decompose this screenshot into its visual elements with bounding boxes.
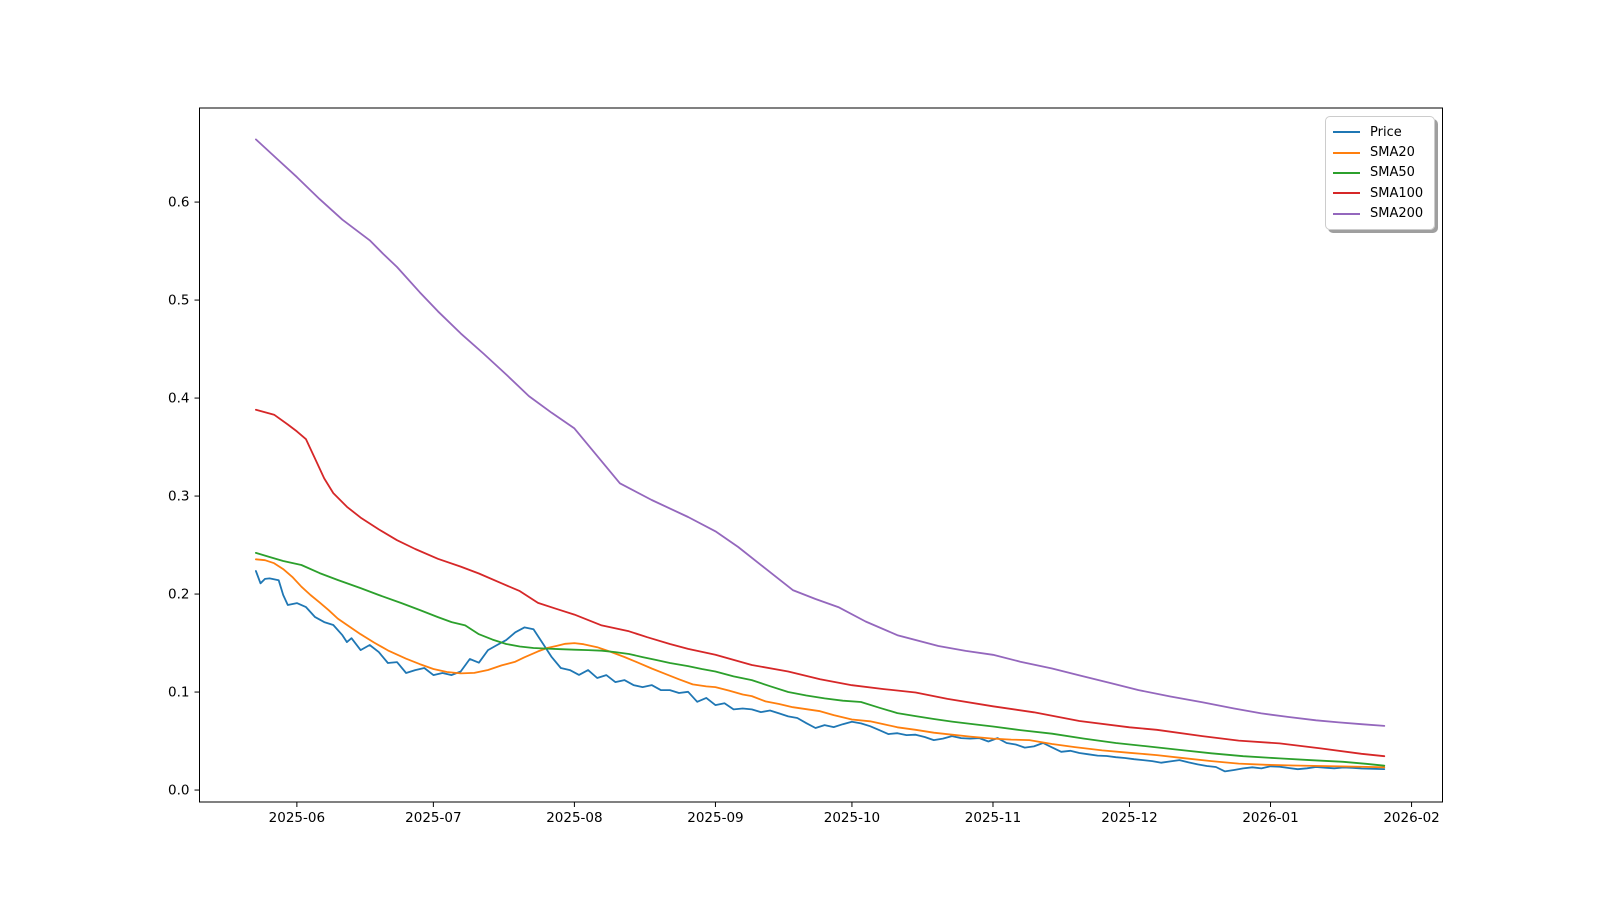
sma200-legend-swatch xyxy=(1333,212,1360,215)
x-tick-label: 2025-12 xyxy=(1101,810,1157,826)
sma100-line xyxy=(255,408,1386,758)
y-tick-label: 0.0 xyxy=(168,783,189,799)
y-tick-label: 0.3 xyxy=(168,489,189,505)
x-tick-label: 2025-09 xyxy=(687,810,743,826)
price-legend-swatch xyxy=(1333,131,1360,134)
legend-item-label: Price xyxy=(1370,124,1402,140)
x-tick-label: 2026-01 xyxy=(1242,810,1298,826)
x-tick-label: 2025-07 xyxy=(405,810,461,826)
sma50-legend-swatch xyxy=(1333,171,1360,174)
sma100-legend-swatch xyxy=(1333,192,1360,195)
x-tick-label: 2025-06 xyxy=(269,810,325,826)
x-tick-label: 2026-02 xyxy=(1383,810,1439,826)
y-tick-label: 0.1 xyxy=(168,685,189,701)
sma50-line xyxy=(255,552,1386,767)
sma200-line xyxy=(255,138,1386,727)
legend-item: SMA20 xyxy=(1333,142,1428,162)
legend-item: SMA50 xyxy=(1333,163,1428,183)
legend-item-label: SMA20 xyxy=(1370,145,1415,161)
legend-item-label: SMA50 xyxy=(1370,165,1415,181)
legend-item: SMA200 xyxy=(1333,204,1428,224)
legend-item-label: SMA200 xyxy=(1370,206,1424,222)
sma20-legend-swatch xyxy=(1333,151,1360,154)
y-tick-label: 0.6 xyxy=(168,195,189,211)
price-line xyxy=(255,570,1386,773)
y-tick-label: 0.5 xyxy=(168,293,189,309)
legend-item-label: SMA100 xyxy=(1370,185,1424,201)
x-tick-label: 2025-08 xyxy=(546,810,602,826)
sma20-line xyxy=(255,558,1386,769)
x-tick-label: 2025-10 xyxy=(824,810,880,826)
legend-item: Price xyxy=(1333,122,1428,142)
y-tick-label: 0.4 xyxy=(168,391,189,407)
x-tick-label: 2025-11 xyxy=(965,810,1021,826)
legend: Price SMA20 SMA50 SMA100 SMA200 xyxy=(1325,116,1435,230)
y-tick-label: 0.2 xyxy=(168,587,189,603)
plot-border xyxy=(199,107,1443,803)
legend-item: SMA100 xyxy=(1333,183,1428,203)
